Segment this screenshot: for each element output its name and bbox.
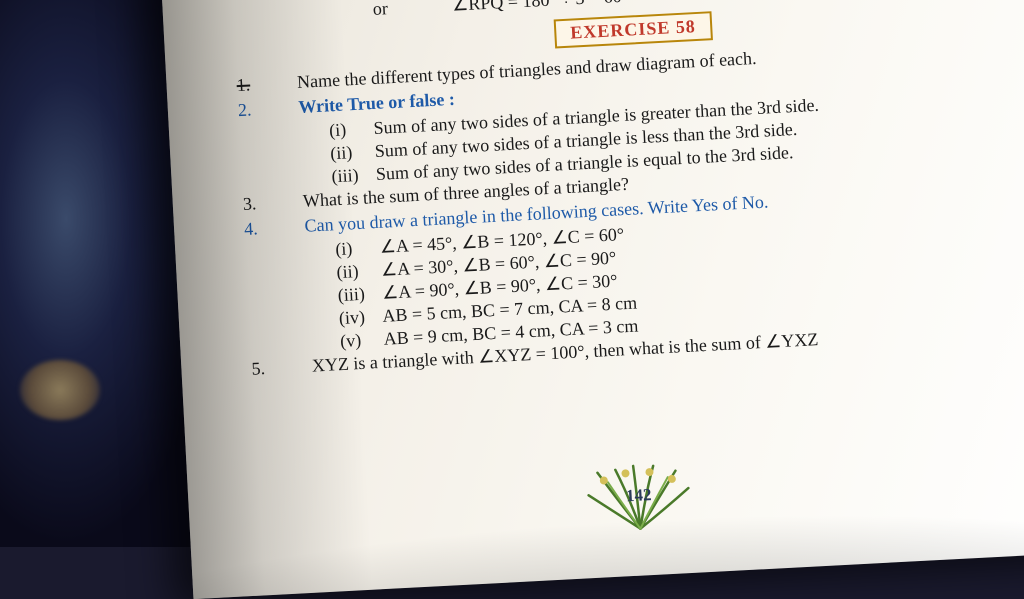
q2-intro: Write True or false :	[298, 89, 455, 117]
roman-i: (i)	[335, 237, 376, 260]
roman-iii: (iii)	[337, 283, 378, 306]
q4-number: 4.	[274, 216, 301, 238]
roman-iv: (iv)	[338, 306, 379, 329]
book-page: or ∠RPQ = 180° ÷ 3 = 60° EXERCISE 58 1. …	[160, 0, 1024, 599]
roman-ii: (ii)	[330, 141, 371, 164]
roman-ii: (ii)	[336, 260, 377, 283]
page-number: 142	[625, 485, 652, 506]
roman-i: (i)	[329, 118, 370, 141]
or-text: or	[372, 0, 388, 19]
q1-number: 1.	[266, 72, 293, 94]
exercise-heading: EXERCISE 58	[554, 11, 713, 48]
q3-number: 3.	[272, 191, 299, 213]
roman-v: (v)	[340, 329, 381, 352]
q2-number: 2.	[267, 97, 294, 119]
equation-text: ∠RPQ = 180° ÷ 3 = 60°	[452, 0, 630, 15]
roman-iii: (iii)	[331, 164, 372, 187]
q5-number: 5.	[281, 356, 308, 378]
